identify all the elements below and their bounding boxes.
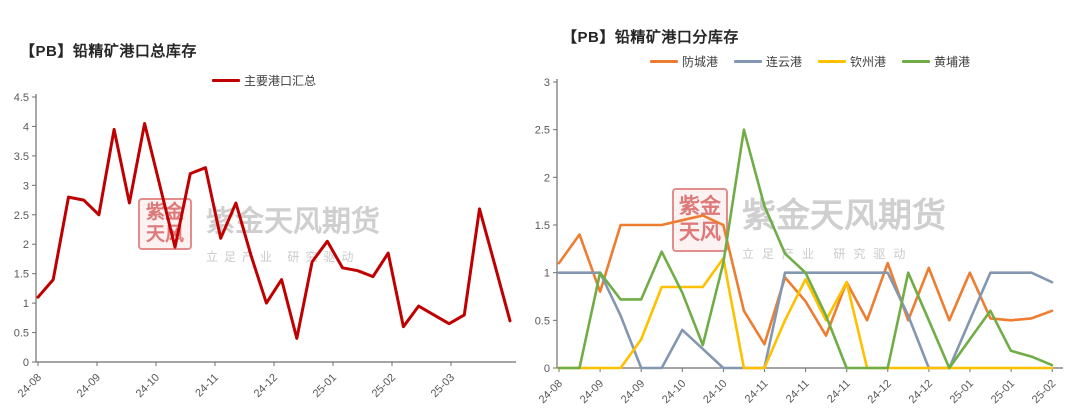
x-tick-label: 24-11 (825, 378, 853, 406)
legend-item-fangcheng: 防城港 (650, 53, 718, 70)
series-line-黄埔港 (557, 128, 1054, 370)
x-tick-label: 25-01 (948, 378, 976, 406)
y-tick-label: 0.5 (14, 328, 29, 340)
y-tick-label: 0 (23, 357, 29, 369)
series-line-连云港 (557, 271, 1054, 370)
y-tick-label: 1.5 (14, 269, 29, 281)
y-tick-label: 2.5 (14, 210, 29, 222)
y-tick-label: 0.5 (535, 315, 550, 327)
legend-label: 连云港 (766, 55, 803, 69)
x-tick-label: 24-08 (537, 378, 565, 406)
line-swatch-icon (902, 60, 931, 63)
y-tick-label: 0 (544, 363, 550, 375)
legend-label: 钦州港 (850, 55, 887, 69)
x-tick-label: 24-08 (16, 372, 44, 400)
y-tick-label: 3 (23, 180, 29, 192)
line-swatch-icon (818, 60, 847, 63)
right-chart-title: 【PB】铅精矿港口分库存 (562, 29, 739, 46)
line-swatch-icon (734, 60, 763, 63)
legend-item-main-ports: 主要港口汇总 (212, 72, 316, 89)
y-tick-label: 3.5 (14, 151, 29, 163)
y-tick-label: 1 (23, 298, 29, 310)
y-tick-label: 2 (23, 239, 29, 251)
x-tick-label: 24-11 (193, 372, 221, 400)
x-tick-label: 25-01 (989, 378, 1017, 406)
legend-label: 主要港口汇总 (244, 74, 317, 88)
legend-label: 黄埔港 (934, 55, 971, 69)
y-tick-label: 2 (544, 172, 550, 184)
y-tick-label: 1.5 (535, 220, 550, 232)
x-tick-label: 25-02 (370, 372, 398, 400)
x-tick-label: 24-09 (619, 378, 647, 406)
x-tick-label: 24-12 (907, 378, 935, 406)
x-tick-label: 25-01 (311, 372, 339, 400)
x-tick-label: 24-11 (784, 378, 812, 406)
x-tick-label: 24-09 (578, 378, 606, 406)
x-tick-label: 25-02 (1030, 378, 1058, 406)
series-line-主要港口汇总 (36, 122, 512, 340)
line-swatch-icon (650, 60, 678, 63)
y-tick-label: 4.5 (14, 92, 29, 104)
x-tick-label: 24-10 (134, 372, 162, 400)
series-line-钦州港 (557, 257, 1054, 370)
right-chart-legend: 防城港 连云港 钦州港 黄埔港 (650, 53, 986, 70)
x-tick-label: 24-10 (701, 378, 729, 406)
x-tick-label: 24-09 (75, 372, 103, 400)
x-tick-label: 24-10 (660, 378, 688, 406)
series-line-防城港 (557, 214, 1054, 346)
x-tick-label: 25-03 (429, 372, 457, 400)
y-tick-label: 3 (544, 77, 550, 89)
y-tick-label: 4 (23, 121, 29, 133)
left-chart-legend: 主要港口汇总 (212, 72, 332, 89)
y-tick-label: 1 (544, 268, 550, 280)
y-tick-label: 2.5 (535, 125, 550, 137)
x-tick-label: 24-11 (743, 378, 771, 406)
line-swatch-icon (212, 79, 240, 82)
legend-item-lianyun: 连云港 (734, 53, 802, 70)
legend-label: 防城港 (682, 55, 719, 69)
x-tick-label: 24-12 (866, 378, 894, 406)
legend-item-qinzhou: 钦州港 (818, 53, 886, 70)
left-chart-title: 【PB】铅精矿港口总库存 (20, 43, 197, 60)
x-tick-label: 24-12 (252, 372, 280, 400)
legend-item-huangpu: 黄埔港 (902, 53, 970, 70)
